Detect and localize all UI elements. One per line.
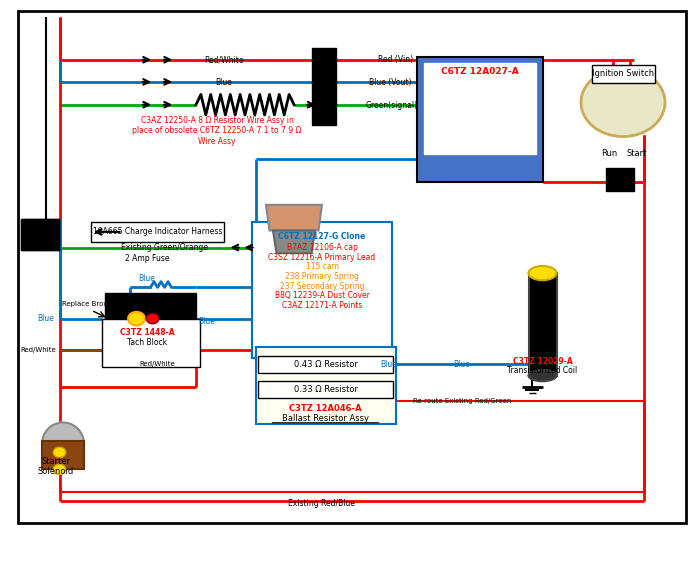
Text: C6TZ 12A027-A: C6TZ 12A027-A <box>440 67 519 76</box>
Text: Switch "Amplifier": Switch "Amplifier" <box>438 101 521 110</box>
Text: Blue: Blue <box>380 360 397 369</box>
Bar <box>256 347 396 424</box>
Text: C3AZ 12171-A Points: C3AZ 12171-A Points <box>282 301 362 310</box>
Circle shape <box>581 68 665 137</box>
Bar <box>102 319 200 367</box>
Ellipse shape <box>528 266 556 281</box>
Circle shape <box>53 447 66 457</box>
Bar <box>21 219 60 250</box>
Text: Ballast Resistor Assy: Ballast Resistor Assy <box>282 414 369 423</box>
Text: 238 Primary Spring: 238 Primary Spring <box>285 272 359 281</box>
Circle shape <box>146 314 159 324</box>
Text: Blue: Blue <box>454 360 470 369</box>
Text: Red/White: Red/White <box>20 347 57 353</box>
Text: 237 Secondary Spring: 237 Secondary Spring <box>280 282 364 291</box>
Bar <box>252 222 392 358</box>
Text: B8Q 12239-A Dust Cover: B8Q 12239-A Dust Cover <box>274 291 370 300</box>
Text: Re-route Existing Red/Green: Re-route Existing Red/Green <box>413 398 511 404</box>
Text: 2 Amp Fuse: 2 Amp Fuse <box>125 254 169 263</box>
Text: Red (Vin): Red (Vin) <box>378 55 413 64</box>
Text: Transistorized Coil: Transistorized Coil <box>508 366 578 376</box>
Bar <box>21 219 60 250</box>
Text: Start: Start <box>626 149 648 158</box>
Text: C3AZ 12250-A 8 Ω Resistor Wire Assy in
place of obsolete C6TZ 12250-A 7.1 to 7.9: C3AZ 12250-A 8 Ω Resistor Wire Assy in p… <box>132 116 302 146</box>
Text: C3SZ 12216-A Primary Lead: C3SZ 12216-A Primary Lead <box>268 253 376 262</box>
Text: C3TZ 12029-A: C3TZ 12029-A <box>512 357 573 366</box>
Text: Existing Red/Blue: Existing Red/Blue <box>288 499 356 508</box>
Bar <box>91 222 224 242</box>
Bar <box>528 273 556 376</box>
Bar <box>312 48 336 125</box>
Bar <box>258 356 393 373</box>
Text: 115 cam: 115 cam <box>305 262 339 271</box>
Text: 0.43 Ω Resistor: 0.43 Ω Resistor <box>293 360 358 369</box>
Bar <box>42 441 84 469</box>
Text: Green(signal): Green(signal) <box>366 101 418 110</box>
Bar <box>416 57 542 182</box>
Text: 10A665 Charge Indicator Harness: 10A665 Charge Indicator Harness <box>93 228 222 236</box>
Text: C3TZ 12A046-A: C3TZ 12A046-A <box>289 404 362 413</box>
Text: Blue: Blue <box>216 78 232 87</box>
Text: C3TZ 1448-A: C3TZ 1448-A <box>120 328 174 337</box>
Bar <box>105 293 196 347</box>
Text: Red/White: Red/White <box>139 361 176 367</box>
Text: Existing Green/Orange: Existing Green/Orange <box>121 243 208 252</box>
Ellipse shape <box>42 422 84 465</box>
Text: Tach Block: Tach Block <box>127 338 167 347</box>
Text: Red/White: Red/White <box>204 55 244 64</box>
Bar <box>424 63 536 154</box>
Ellipse shape <box>528 370 556 381</box>
Text: Transistorized: Transistorized <box>448 84 511 93</box>
Text: Replace Brown: Replace Brown <box>62 302 113 307</box>
Text: Blue: Blue <box>139 274 155 283</box>
Text: Blue: Blue <box>37 314 54 323</box>
Text: Run: Run <box>601 149 617 158</box>
Text: Blue: Blue <box>198 317 215 326</box>
Bar <box>606 168 634 191</box>
Text: Starter
Solenoid: Starter Solenoid <box>38 457 74 476</box>
Bar <box>592 65 654 83</box>
Polygon shape <box>266 205 322 230</box>
Text: Blue (Vout): Blue (Vout) <box>370 78 412 87</box>
Circle shape <box>53 464 66 475</box>
Circle shape <box>128 312 145 325</box>
Text: 0.33 Ω Resistor: 0.33 Ω Resistor <box>293 385 358 394</box>
Bar <box>258 381 393 398</box>
Text: Ignition Switch: Ignition Switch <box>592 69 654 79</box>
Text: B7AZ 12106-A cap: B7AZ 12106-A cap <box>286 243 358 252</box>
Text: C6TZ 12127-G Clone: C6TZ 12127-G Clone <box>279 232 365 241</box>
Polygon shape <box>273 230 315 253</box>
